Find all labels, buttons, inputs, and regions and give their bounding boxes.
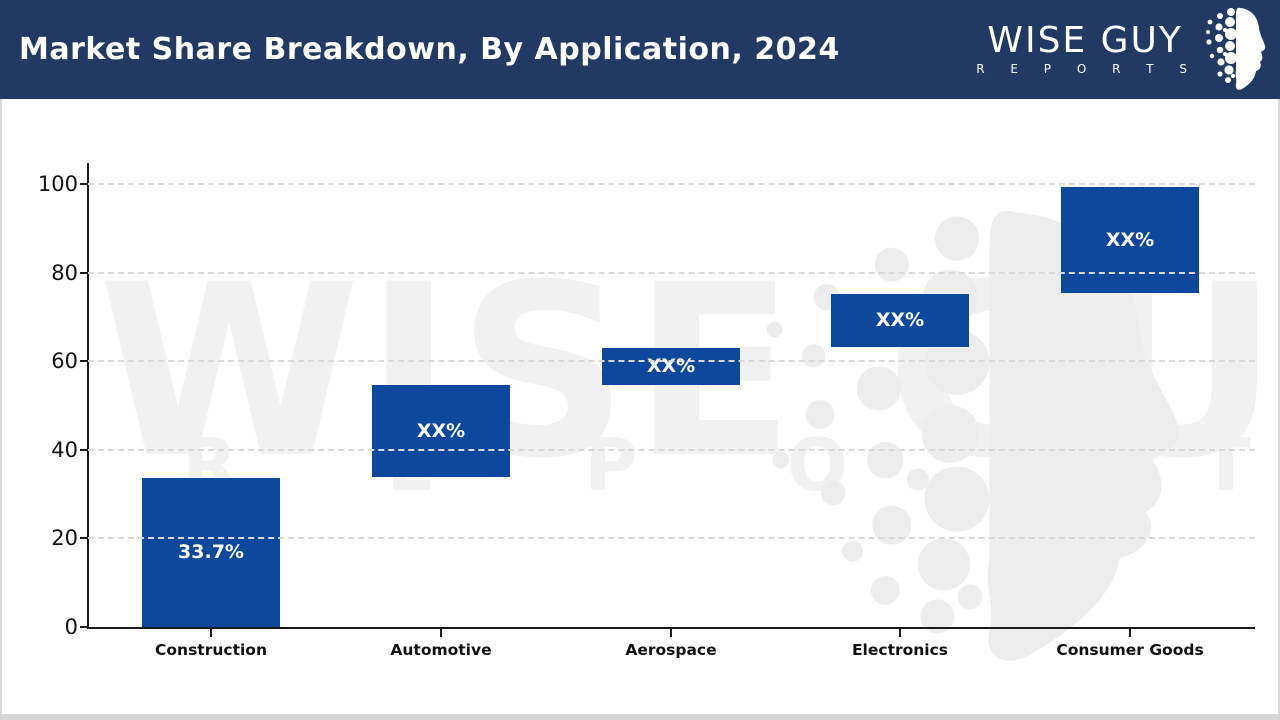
x-axis-category-label: Construction: [155, 641, 267, 659]
gridline-60: [88, 360, 1255, 363]
page-title: Market Share Breakdown, By Application, …: [19, 32, 840, 67]
gridline-100: [88, 183, 1255, 185]
x-axis-category-label: Consumer Goods: [1056, 641, 1204, 659]
y-axis-tick: [80, 626, 87, 628]
frame-edge-bottom: [0, 714, 1280, 720]
y-axis-tick: [80, 360, 87, 363]
brand-logo-line2: R E P O R T S: [976, 62, 1198, 76]
bar-value-label: XX%: [416, 419, 466, 442]
y-axis-line: [87, 163, 89, 629]
frame-edge-right: [1278, 99, 1280, 720]
brand-logo: WISE GUY R E P O R T S: [972, 6, 1280, 94]
x-axis-category-label: Electronics: [851, 641, 949, 659]
brand-logo-text: WISE GUY R E P O R T S: [972, 20, 1198, 77]
y-axis-tick-label: 100: [37, 172, 78, 196]
y-axis-tick: [80, 537, 87, 540]
y-axis-tick: [80, 183, 87, 185]
bar-aerospace: XX%: [602, 347, 740, 385]
bar-consumer-goods: XX%: [1061, 186, 1199, 293]
bar-electronics: XX%: [831, 293, 969, 348]
dotted-head-profile-watermark: [755, 199, 1185, 673]
chart-canvas: WISE GUY R E P O R T S 33.7%Construction…: [0, 99, 1280, 720]
x-axis-category-label: Automotive: [390, 641, 492, 659]
bar-value-label: XX%: [646, 355, 696, 378]
y-axis-tick: [80, 448, 87, 451]
brand-logo-line1: WISE GUY: [987, 20, 1183, 61]
y-axis-tick-label: 20: [51, 526, 78, 551]
header-bar: Market Share Breakdown, By Application, …: [0, 0, 1280, 99]
x-axis-tick: [670, 629, 672, 637]
y-axis-tick: [80, 271, 87, 274]
gridline-40: [88, 448, 1255, 451]
x-axis-tick: [210, 629, 212, 637]
x-axis-category-label: Aerospace: [625, 641, 717, 659]
gridline-80: [88, 271, 1255, 274]
frame-edge-left: [0, 99, 2, 720]
y-axis-tick-label: 80: [51, 260, 78, 285]
bar-value-label: XX%: [1105, 228, 1155, 251]
x-axis-tick: [1129, 629, 1131, 637]
x-axis-tick: [899, 629, 901, 637]
bar-value-label: XX%: [875, 309, 925, 332]
dotted-head-profile-icon: [1200, 6, 1266, 94]
y-axis-tick-label: 40: [51, 437, 78, 462]
x-axis-line: [87, 627, 1255, 629]
bar-value-label: 33.7%: [178, 541, 244, 564]
gridline-20: [88, 537, 1255, 540]
bar-automotive: XX%: [372, 385, 510, 477]
y-axis-tick-label: 0: [64, 615, 78, 639]
bar-construction: 33.7%: [142, 477, 280, 627]
y-axis-tick-label: 60: [51, 349, 78, 374]
x-axis-tick: [440, 629, 442, 637]
